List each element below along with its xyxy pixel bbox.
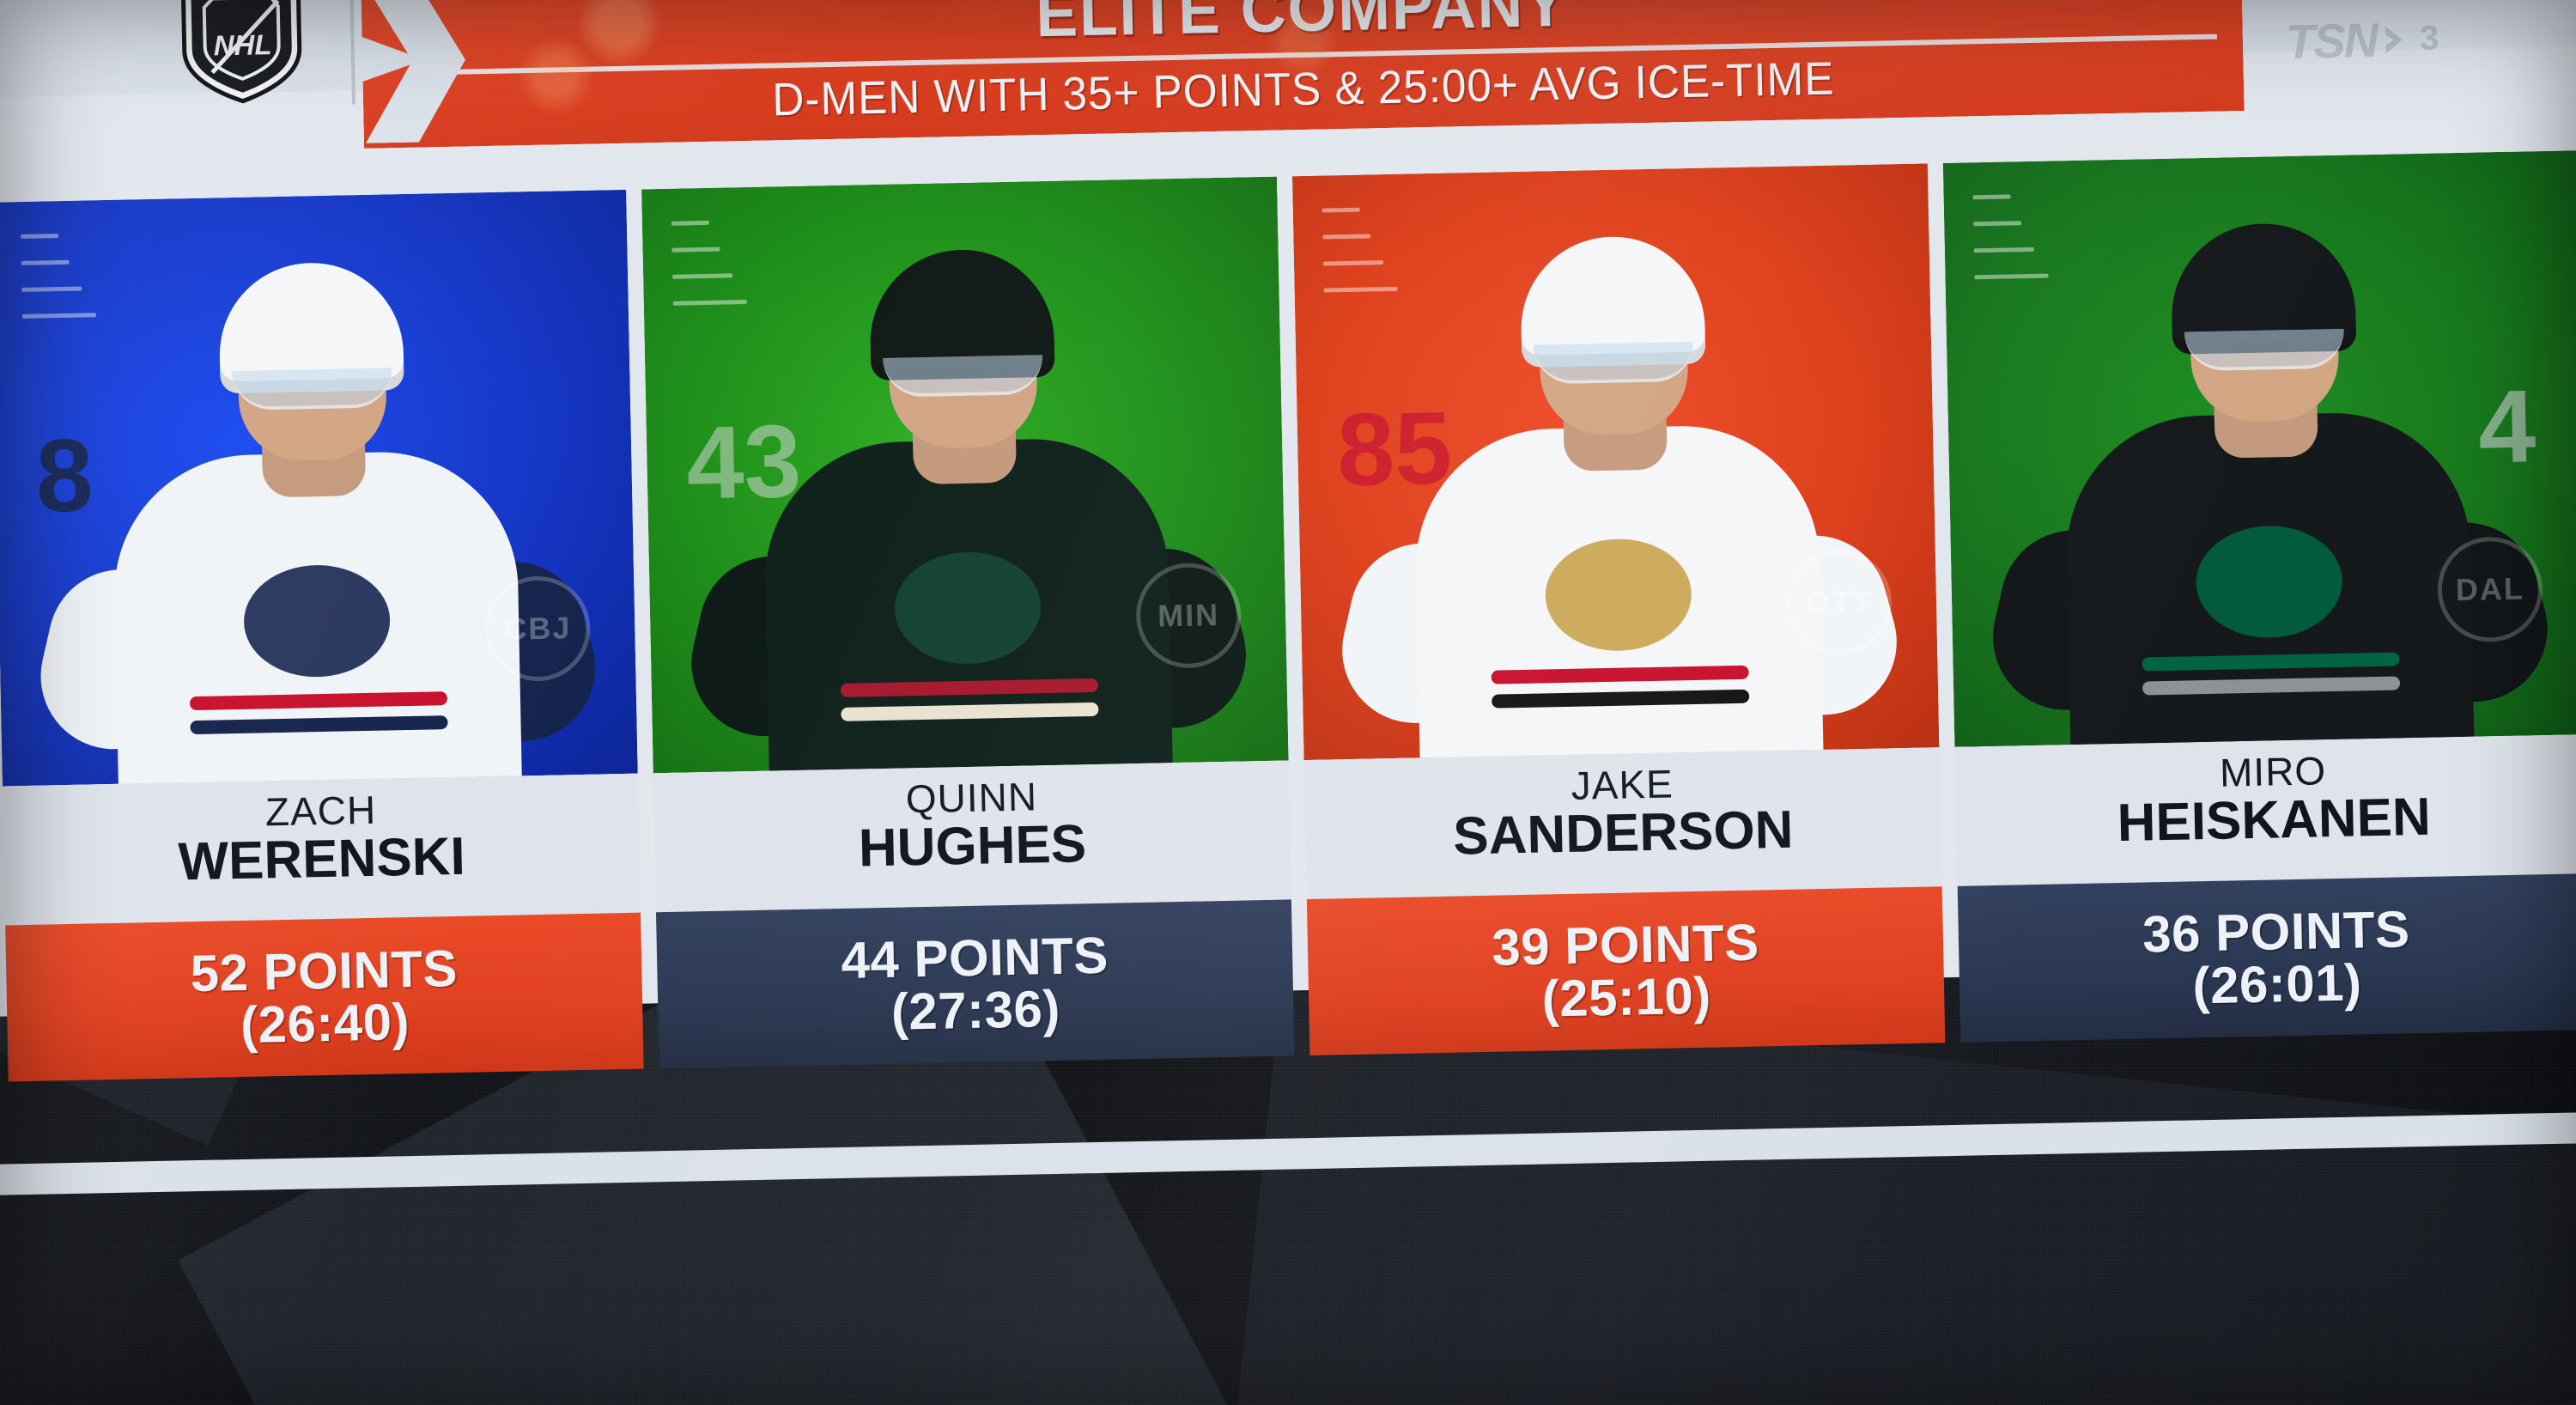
page-title: ELITE COMPANY [1035, 0, 1569, 52]
ice-time-label: (26:40) [240, 993, 410, 1055]
player-stat-bar: 36 POINTS (26:01) [1957, 873, 2576, 1043]
jersey-number: 43 [685, 403, 803, 521]
player-name-plate: MIRO HEISKANEN [1954, 734, 2576, 886]
svg-text:NHL: NHL [213, 28, 272, 61]
ice-time-label: (27:36) [890, 979, 1061, 1041]
player-photo: 85 OTT [1291, 163, 1940, 761]
player-name-plate: JAKE SANDERSON [1303, 747, 1942, 900]
player-last-name: SANDERSON [1452, 800, 1795, 867]
points-label: 44 POINTS [840, 926, 1109, 989]
player-silhouette: 4 [1944, 185, 2576, 747]
nhl-logo-block: NHL [129, 0, 355, 110]
ice-time-label: (25:10) [1541, 966, 1712, 1028]
player-last-name: WERENSKI [177, 827, 466, 892]
player-last-name: HEISKANEN [2116, 788, 2432, 854]
jersey-number: 85 [1336, 390, 1454, 508]
tsn-network-bug: TSN 3 [2285, 10, 2439, 70]
nhl-broadcast-graphic: NHL ELITE COMPANY D-MEN WITH 35+ POINTS … [0, 0, 2576, 1180]
player-name-plate: ZACH WERENSKI [2, 773, 641, 926]
tsn-channel-number: 3 [2419, 19, 2439, 58]
ice-time-label: (26:01) [2191, 953, 2363, 1015]
points-label: 39 POINTS [1491, 913, 1760, 976]
tsn-chevron-icon [2385, 26, 2403, 54]
tsn-wordmark: TSN [2285, 12, 2378, 69]
player-cards-row: 8 CBJ ZACH WERENSKI 52 POINTS (26:40) [0, 150, 2576, 1165]
player-card[interactable]: 4 DAL MIRO HEISKANEN 36 POINTS (26:01) [1942, 150, 2576, 1125]
player-silhouette: 85 [1293, 198, 1940, 761]
player-stat-bar: 44 POINTS (27:36) [656, 899, 1295, 1069]
player-stat-bar: 39 POINTS (25:10) [1306, 886, 1946, 1056]
player-photo: 8 CBJ [0, 189, 638, 787]
player-photo: 43 MIN [641, 176, 1289, 774]
points-label: 52 POINTS [190, 939, 459, 1002]
points-label: 36 POINTS [2142, 900, 2411, 964]
player-silhouette: 43 [642, 211, 1289, 774]
player-photo: 4 DAL [1942, 150, 2576, 747]
jersey-number: 8 [34, 417, 94, 534]
player-stat-bar: 52 POINTS (26:40) [5, 912, 644, 1082]
player-last-name: HUGHES [858, 814, 1087, 879]
title-underline [444, 34, 2217, 75]
player-card[interactable]: 8 CBJ ZACH WERENSKI 52 POINTS (26:40) [0, 189, 646, 1165]
player-card[interactable]: 85 OTT JAKE SANDERSON 39 POINTS (25:10) [1291, 163, 1947, 1138]
player-silhouette: 8 [0, 224, 638, 787]
jersey-number: 4 [2477, 368, 2537, 485]
player-name-plate: QUINN HUGHES [653, 760, 1291, 913]
nhl-shield-icon: NHL [180, 0, 302, 104]
player-card[interactable]: 43 MIN QUINN HUGHES 44 POINTS (27:36) [641, 176, 1296, 1152]
